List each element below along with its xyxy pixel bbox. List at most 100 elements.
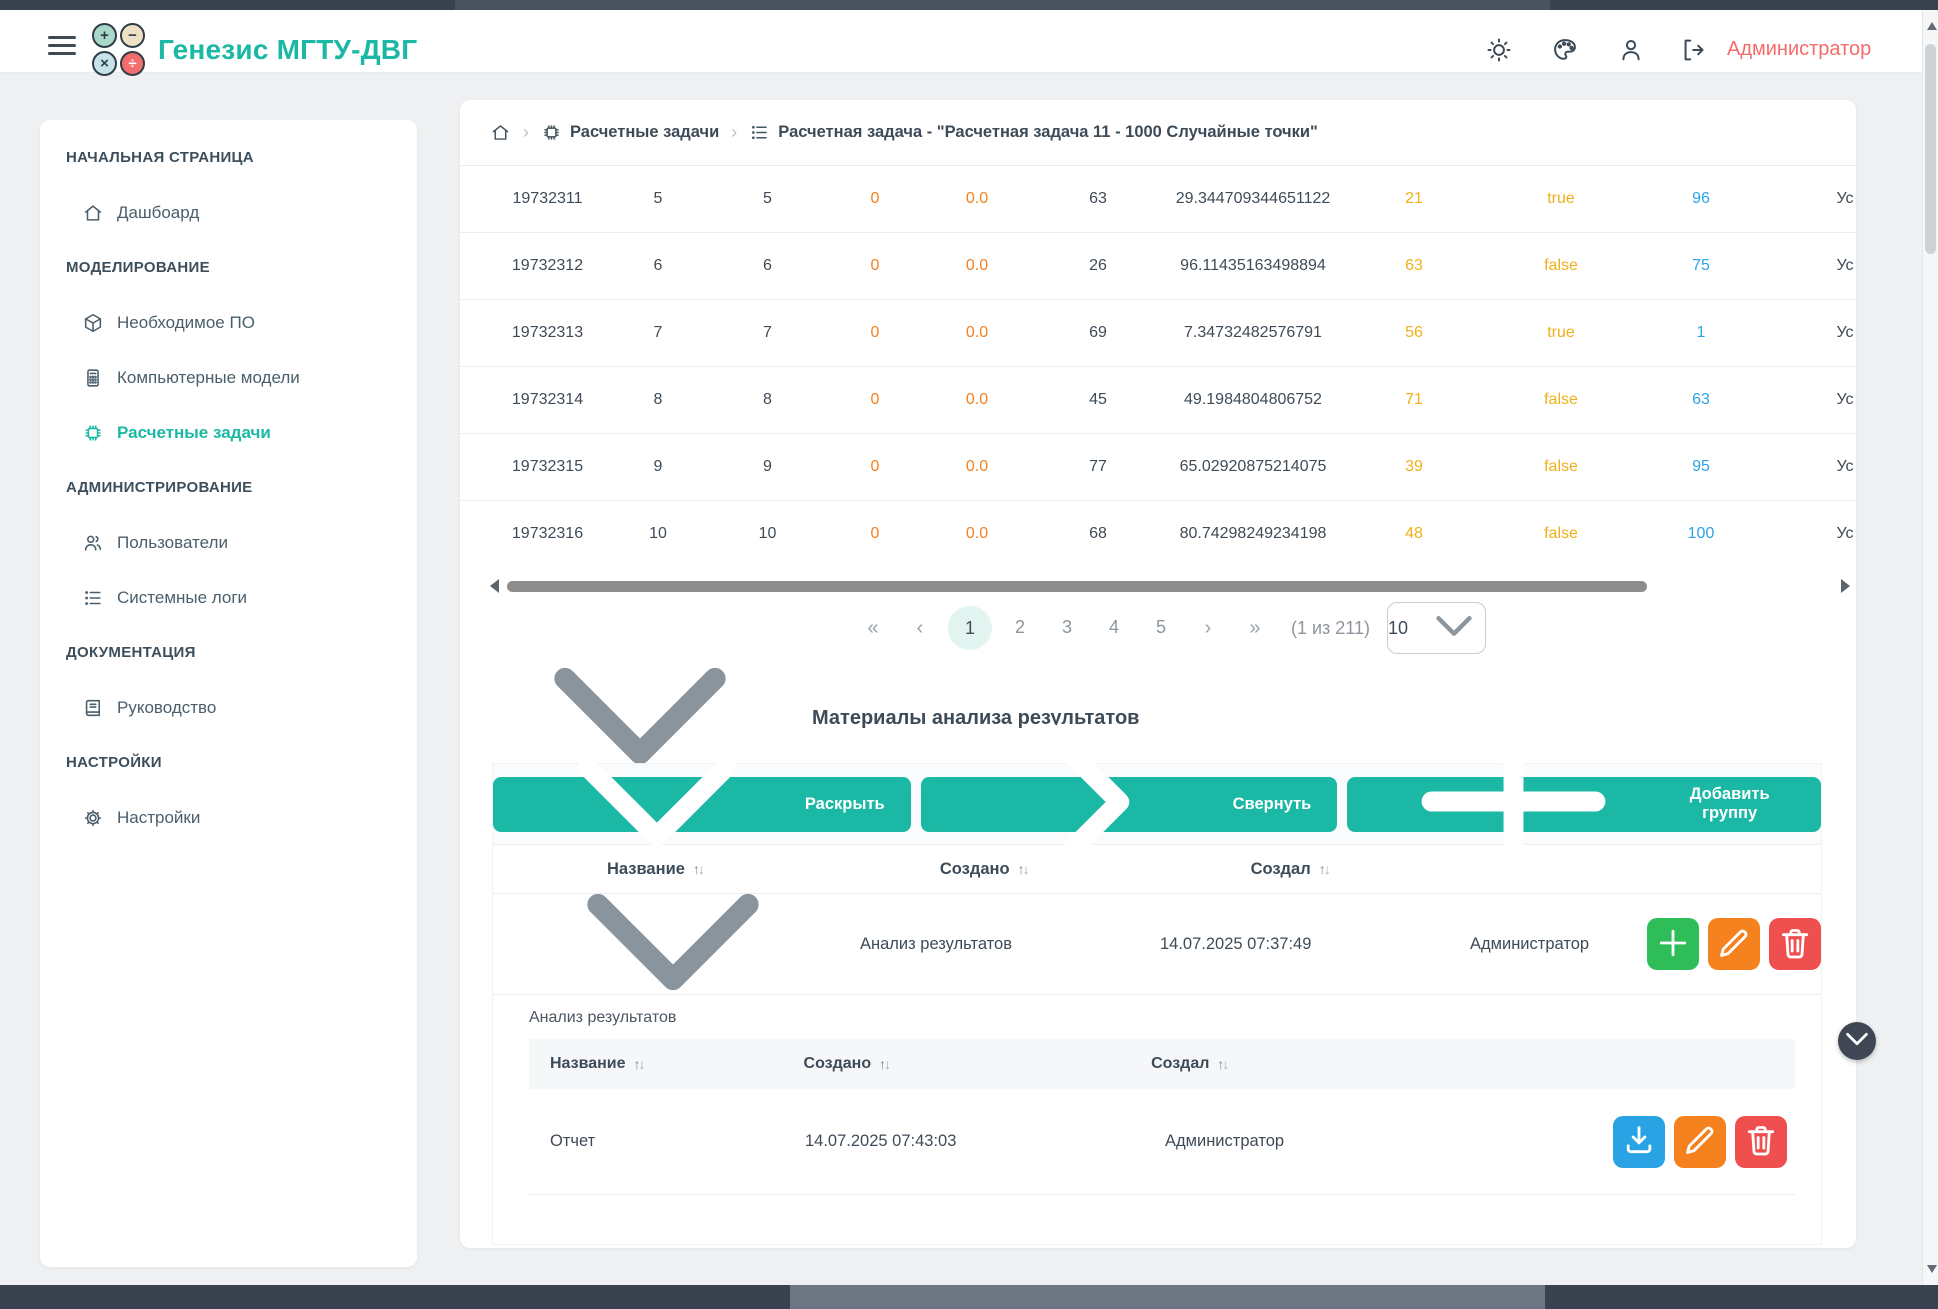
table-row[interactable]: 19732312 6 6 0 0.0 26 96.11435163498894 63 false… — [460, 233, 1856, 300]
table-cell: 0.0 — [965, 525, 989, 542]
material-row[interactable]: Отчет 14.07.2025 07:43:03 Администратор — [529, 1089, 1795, 1195]
row-actions — [1647, 918, 1821, 970]
hamburger-menu-button[interactable] — [48, 36, 76, 58]
sidebar-item-package[interactable]: Необходимое ПО — [40, 295, 417, 350]
user-profile-icon[interactable] — [1617, 36, 1645, 64]
table-cell: 5 — [763, 190, 772, 207]
table-row[interactable]: 19732315 9 9 0 0.0 77 65.02920875214075 39 false… — [460, 434, 1856, 501]
pagination-next-button[interactable]: › — [1204, 616, 1212, 639]
add-material-button[interactable] — [1647, 918, 1699, 970]
sidebar-item-chip[interactable]: Расчетные задачи — [40, 405, 417, 460]
pagination-page-5[interactable]: 5 — [1155, 616, 1166, 637]
scroll-down-arrow-icon[interactable] — [1927, 1265, 1937, 1273]
sidebar-item-label: Дашбоард — [117, 202, 200, 222]
current-user-label[interactable]: Администратор — [1727, 38, 1872, 60]
table-row[interactable]: 19732316 10 10 0 0.0 68 80.74298249234198 48 fal… — [460, 501, 1856, 567]
sidebar-item-list[interactable]: Системные логи — [40, 570, 417, 625]
column-header-creator[interactable]: Создал ↑↓ — [1250, 859, 1331, 878]
pagination-page-2[interactable]: 2 — [1014, 616, 1025, 637]
materials-group-row[interactable]: Анализ результатов 14.07.2025 07:37:49 А… — [493, 893, 1821, 995]
table-cell: 10 — [649, 525, 667, 542]
collapse-button[interactable]: Свернуть — [920, 722, 1338, 881]
window-top-strip — [0, 0, 1938, 10]
scroll-left-arrow-icon[interactable] — [490, 579, 499, 593]
palette-icon[interactable] — [1551, 36, 1579, 64]
collapse-chevron-icon[interactable] — [490, 566, 790, 871]
horizontal-scrollbar-thumb[interactable] — [507, 580, 1647, 592]
sort-icon: ↑↓ — [1017, 861, 1030, 877]
pagination-page-4[interactable]: 4 — [1108, 616, 1119, 637]
table-cell: 39 — [1405, 458, 1423, 475]
sidebar-item-gear[interactable]: Настройки — [40, 790, 417, 845]
table-row[interactable]: 19732314 8 8 0 0.0 45 49.1984804806752 71 false 6… — [460, 367, 1856, 434]
table-cell: true — [1547, 190, 1575, 207]
material-creator: Администратор — [1165, 1132, 1285, 1150]
logout-icon[interactable] — [1678, 36, 1706, 64]
breadcrumb-separator: › — [731, 122, 738, 142]
table-cell: 0 — [870, 458, 880, 475]
sidebar-item-home[interactable]: Дашбоард — [40, 185, 417, 240]
table-cell: 68 — [1089, 525, 1107, 542]
users-icon — [82, 532, 104, 554]
column-header-name[interactable]: Название ↑↓ — [607, 859, 705, 878]
chevron-down-icon — [1423, 595, 1485, 662]
sidebar-item-label: Необходимое ПО — [117, 312, 255, 332]
table-row[interactable]: 19732311 5 5 0 0.0 63 29.344709344651122 21 true… — [460, 166, 1856, 233]
table-cell: 19732315 — [511, 458, 584, 475]
column-header-created[interactable]: Создано ↑↓ — [803, 1055, 892, 1072]
table-cell: 0 — [870, 391, 880, 408]
scroll-down-fab[interactable] — [1838, 1022, 1876, 1060]
pagination-first-button[interactable]: « — [867, 616, 879, 639]
table-cell: 6 — [763, 257, 772, 274]
pagination-page-3[interactable]: 3 — [1061, 616, 1072, 637]
edit-material-button[interactable] — [1674, 1115, 1726, 1168]
column-header-creator[interactable]: Создал ↑↓ — [1151, 1055, 1229, 1072]
table-cell: 63 — [1692, 391, 1710, 408]
edit-group-button[interactable] — [1708, 918, 1760, 970]
materials-block: Раскрыть Свернуть Добавить группу Назван… — [492, 709, 1822, 1245]
table-cell: 63 — [1405, 257, 1423, 274]
table-row[interactable]: 19732313 7 7 0 0.0 69 7.34732482576791 56 true 1 У… — [460, 300, 1856, 367]
pagination-last-button[interactable]: » — [1249, 616, 1261, 639]
pagination-page-1[interactable]: 1 — [947, 606, 992, 650]
column-header-name[interactable]: Название ↑↓ — [550, 1055, 646, 1072]
delete-material-button[interactable] — [1735, 1115, 1787, 1168]
table-cell: 19732316 — [511, 525, 584, 542]
pagination-prev-button[interactable]: ‹ — [916, 616, 924, 639]
table-cell: 0.0 — [965, 324, 989, 341]
table-cell: Ус — [1836, 391, 1854, 408]
sidebar-section-title: АДМИНИСТРИРОВАНИЕ — [66, 479, 253, 496]
sort-icon: ↑↓ — [1217, 1056, 1229, 1072]
table-cell: 69 — [1089, 324, 1107, 341]
table-cell: 19732312 — [511, 257, 584, 274]
download-button[interactable] — [1613, 1115, 1665, 1168]
sidebar-item-book[interactable]: Руководство — [40, 680, 417, 735]
vertical-scrollbar-thumb[interactable] — [1925, 44, 1936, 254]
table-cell: true — [1547, 324, 1575, 341]
add-group-button[interactable]: Добавить группу — [1347, 709, 1821, 894]
scroll-up-arrow-icon[interactable] — [1927, 22, 1937, 30]
expand-button[interactable]: Раскрыть — [493, 757, 911, 846]
column-header-created[interactable]: Создано ↑↓ — [939, 859, 1030, 878]
home-icon[interactable] — [490, 122, 511, 143]
scroll-right-arrow-icon[interactable] — [1841, 579, 1850, 593]
taskbar-segment — [790, 1285, 1545, 1309]
sort-icon: ↑↓ — [1318, 861, 1331, 877]
table-cell: 96 — [1692, 190, 1710, 207]
table-cell: Ус — [1836, 324, 1854, 341]
sidebar-item-label: Руководство — [117, 697, 217, 717]
sidebar-item-users[interactable]: Пользователи — [40, 515, 417, 570]
download-icon — [1619, 1120, 1659, 1163]
table-cell: 5 — [653, 190, 663, 207]
row-expand-chevron-icon[interactable] — [523, 792, 823, 1097]
group-created: 14.07.2025 07:37:49 — [1160, 934, 1312, 953]
sort-icon: ↑↓ — [692, 861, 705, 877]
theme-toggle-sun-icon[interactable] — [1485, 36, 1513, 64]
delete-group-button[interactable] — [1769, 918, 1821, 970]
breadcrumb-item-tasks[interactable]: Расчетные задачи — [541, 122, 719, 143]
sidebar-item-calculator[interactable]: Компьютерные модели — [40, 350, 417, 405]
table-cell: 7 — [653, 324, 663, 341]
page-size-select[interactable]: 10 — [1387, 602, 1486, 654]
app-title: Генезис МГТУ-ДВГ — [158, 34, 418, 65]
list-icon — [749, 122, 770, 143]
